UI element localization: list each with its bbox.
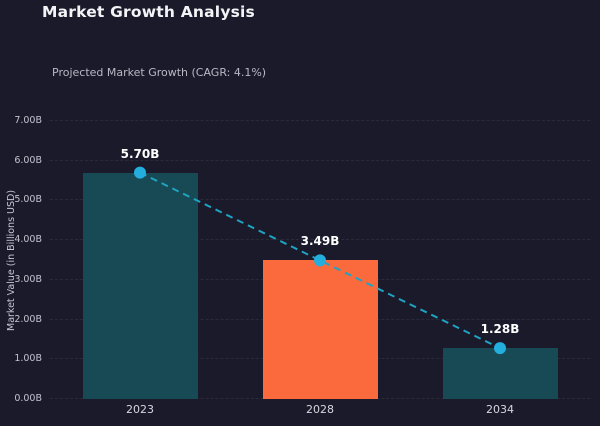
gridline	[50, 159, 590, 161]
y-tick-label: 6.00B	[14, 154, 42, 166]
y-tick-label: 3.00B	[14, 273, 42, 285]
chart-subtitle: Projected Market Growth (CAGR: 4.1%)	[52, 66, 267, 79]
bar-2028	[262, 260, 378, 399]
bar-value-label: 1.28B	[480, 322, 520, 337]
y-tick-label: 4.00B	[14, 234, 42, 246]
x-tick-label: 2023	[126, 403, 154, 416]
y-tick-label: 7.00B	[14, 115, 42, 126]
page-title: Market Growth Analysis	[42, 3, 255, 21]
bar-2023	[82, 172, 198, 399]
plot-area: 5.70B 3.49B 1.28B	[50, 120, 590, 399]
y-tick-label: 1.00B	[14, 353, 42, 365]
x-tick-label: 2034	[486, 403, 514, 416]
bar-value-label: 5.70B	[120, 146, 160, 161]
gridline	[50, 120, 590, 121]
x-axis-tick-labels: 2023 2028 2034	[50, 403, 590, 419]
x-tick-label: 2028	[306, 403, 334, 416]
y-tick-label: 2.00B	[14, 313, 42, 325]
bar-2034	[442, 348, 558, 399]
y-axis-tick-labels: 0.00B 1.00B 2.00B 3.00B 4.00B 5.00B 6.00B 7.00B	[0, 115, 42, 404]
y-tick-label: 5.00B	[14, 194, 42, 206]
bar-value-label: 3.49B	[300, 234, 340, 249]
y-tick-label: 0.00B	[14, 393, 42, 404]
